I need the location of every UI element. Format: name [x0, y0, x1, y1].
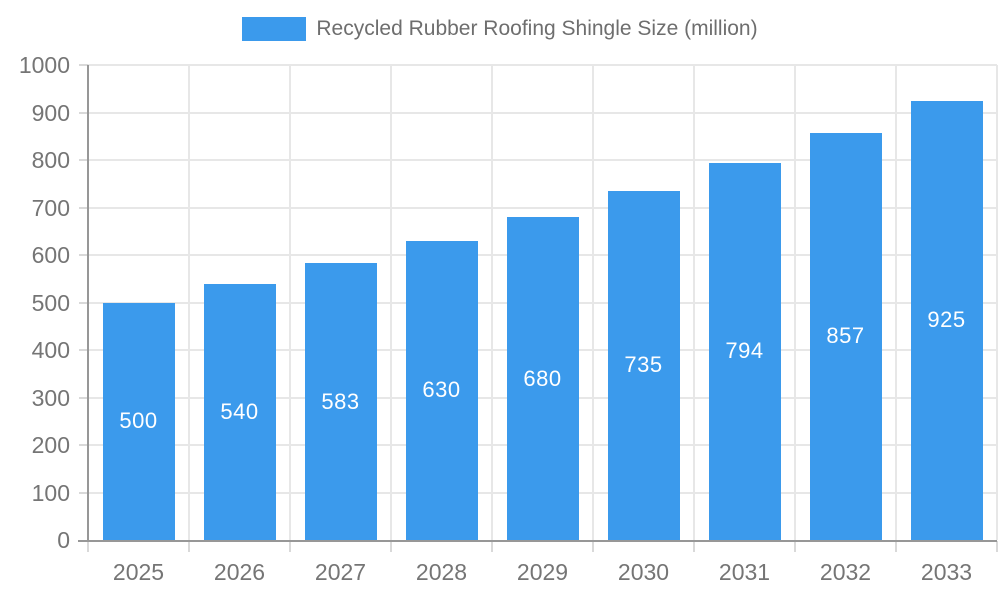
- y-gridline: [88, 206, 997, 209]
- x-axis-line: [78, 540, 997, 542]
- x-axis-label: 2026: [213, 559, 266, 585]
- bar-2029[interactable]: 680: [506, 217, 579, 540]
- y-axis-label: 700: [31, 194, 70, 221]
- y-gridline: [88, 111, 997, 114]
- x-gridline: [390, 65, 392, 540]
- bar-2033[interactable]: 925: [910, 100, 983, 540]
- y-axis-label: 0: [57, 527, 70, 553]
- y-axis-tick: [79, 396, 88, 399]
- y-axis-tick: [79, 254, 88, 256]
- y-axis-tick: [79, 349, 88, 351]
- x-axis-tick: [592, 541, 594, 552]
- x-axis-label: 2027: [314, 559, 367, 585]
- bar-value-label: 925: [927, 307, 966, 333]
- x-axis-label: 2031: [718, 559, 771, 585]
- legend-swatch: [242, 17, 307, 41]
- x-axis-tick: [895, 541, 897, 552]
- x-axis-tick: [996, 541, 998, 552]
- x-axis-label: 2025: [112, 559, 165, 585]
- legend[interactable]: Recycled Rubber Roofing Shingle Size (mi…: [0, 17, 1000, 41]
- legend-label: Recycled Rubber Roofing Shingle Size (mi…: [316, 17, 758, 40]
- bar-2026[interactable]: 540: [203, 283, 276, 540]
- x-axis-tick: [491, 541, 493, 552]
- x-axis-tick: [188, 541, 190, 552]
- y-axis-label: 800: [31, 147, 70, 173]
- bar-value-label: 680: [523, 365, 562, 391]
- x-axis-label: 2030: [617, 559, 670, 585]
- y-axis-label: 500: [31, 289, 70, 316]
- bar-value-label: 500: [119, 408, 158, 434]
- x-gridline: [188, 65, 190, 540]
- x-axis-label: 2033: [920, 559, 973, 585]
- bar-value-label: 857: [826, 323, 865, 349]
- x-axis-label: 2029: [516, 559, 569, 585]
- x-gridline: [592, 65, 594, 540]
- y-axis-tick: [79, 111, 88, 114]
- x-gridline: [895, 65, 897, 540]
- bar-value-label: 630: [422, 377, 461, 403]
- bar-value-label: 583: [321, 388, 360, 414]
- bar-2030[interactable]: 735: [607, 190, 680, 540]
- y-gridline: [88, 64, 997, 66]
- x-axis-tick: [87, 541, 89, 552]
- y-axis-tick: [79, 159, 88, 161]
- y-axis-tick: [79, 444, 88, 446]
- x-gridline: [693, 65, 695, 540]
- bar-2032[interactable]: 857: [809, 132, 882, 540]
- y-axis-label: 100: [31, 479, 70, 506]
- x-axis-tick: [794, 541, 796, 552]
- y-axis-tick: [79, 64, 88, 66]
- x-gridline: [289, 65, 291, 540]
- y-axis-tick: [79, 301, 88, 304]
- bar-2028[interactable]: 630: [405, 240, 478, 540]
- bar-2031[interactable]: 794: [708, 162, 781, 540]
- x-axis-tick: [289, 541, 291, 552]
- bar-2027[interactable]: 583: [304, 263, 377, 540]
- x-gridline: [794, 65, 796, 540]
- x-axis-label: 2028: [415, 559, 468, 585]
- bar-value-label: 794: [725, 338, 764, 364]
- bar-value-label: 540: [220, 398, 259, 424]
- y-axis-tick: [79, 206, 88, 209]
- y-axis-label: 400: [31, 337, 70, 363]
- y-axis-label: 200: [31, 432, 70, 458]
- x-gridline: [491, 65, 493, 540]
- x-axis-tick: [390, 541, 392, 552]
- y-axis-label: 300: [31, 384, 70, 411]
- y-axis-line: [87, 65, 89, 542]
- bar-value-label: 735: [624, 352, 663, 378]
- bar-2025[interactable]: 500: [102, 302, 175, 540]
- x-axis-tick: [693, 541, 695, 552]
- x-gridline: [996, 65, 998, 540]
- y-gridline: [88, 159, 997, 161]
- y-axis-tick: [79, 491, 88, 494]
- y-axis-label: 600: [31, 242, 70, 268]
- x-axis-label: 2032: [819, 559, 872, 585]
- y-axis-label: 900: [31, 99, 70, 126]
- y-axis-label: 1000: [18, 52, 70, 78]
